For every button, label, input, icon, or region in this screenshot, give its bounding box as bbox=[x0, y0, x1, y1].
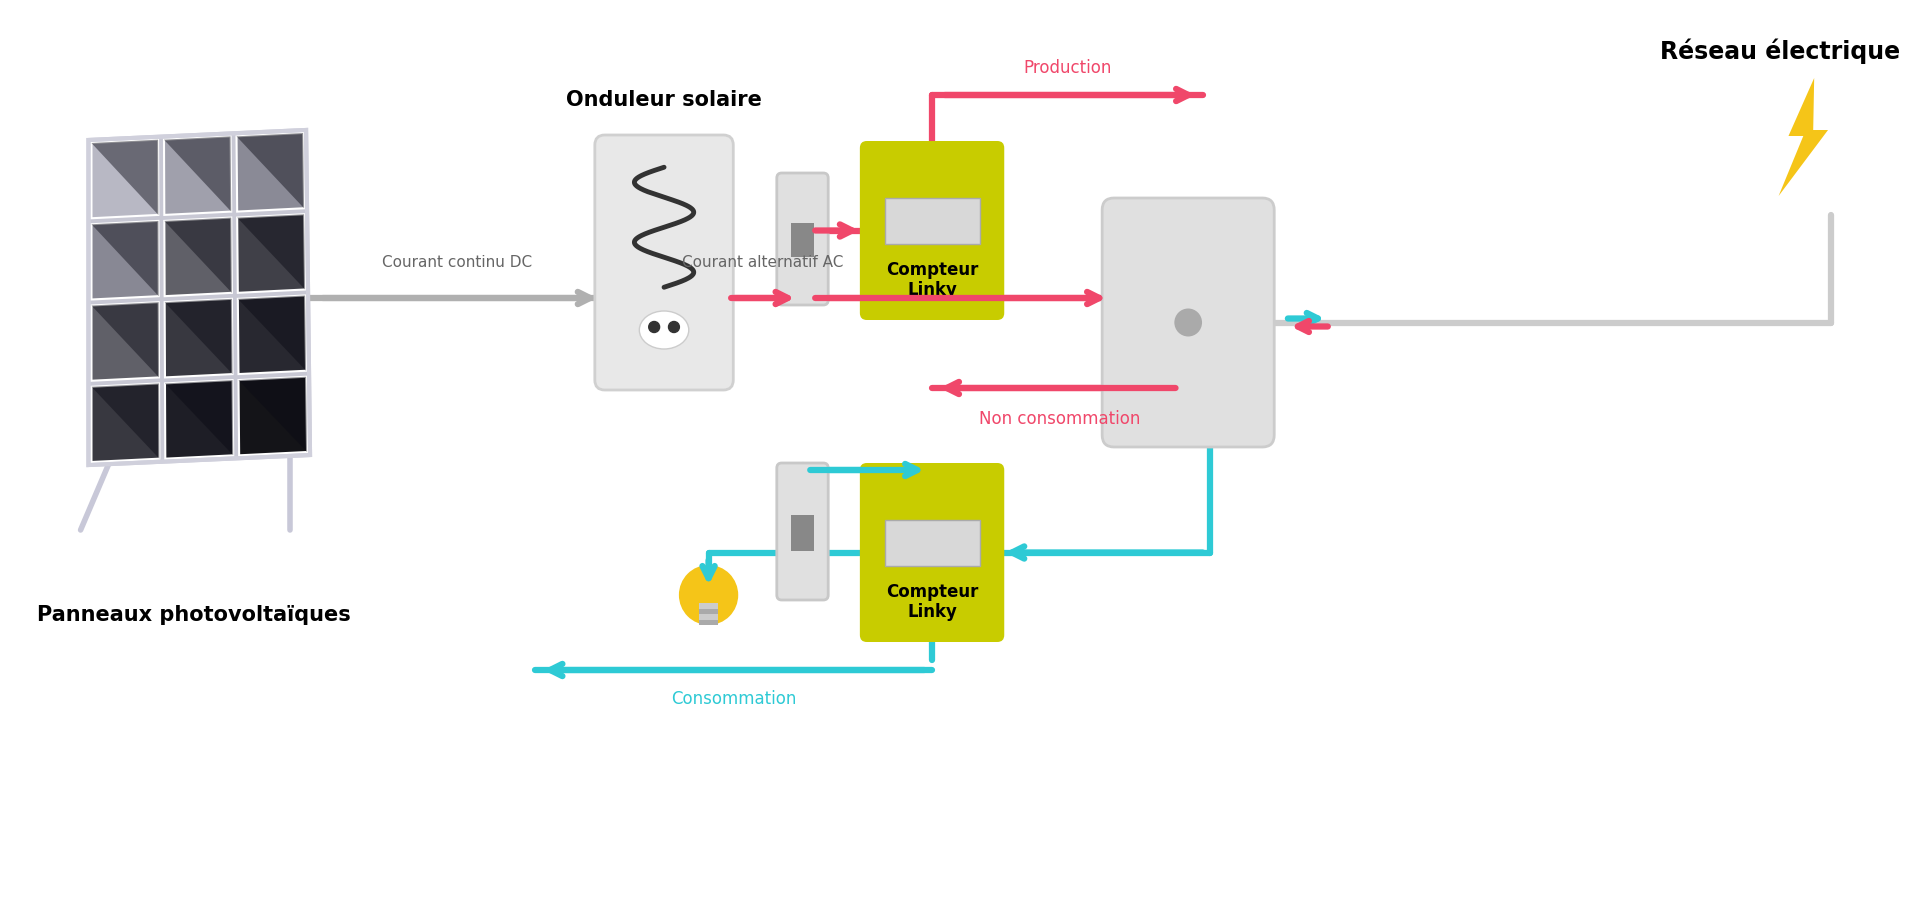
Polygon shape bbox=[236, 133, 303, 212]
Text: Courant continu DC: Courant continu DC bbox=[382, 255, 532, 270]
Polygon shape bbox=[92, 302, 159, 381]
Circle shape bbox=[680, 565, 737, 625]
Polygon shape bbox=[165, 299, 232, 377]
Polygon shape bbox=[236, 133, 303, 208]
Polygon shape bbox=[163, 136, 230, 215]
Polygon shape bbox=[165, 299, 232, 374]
Polygon shape bbox=[165, 380, 232, 459]
Polygon shape bbox=[238, 295, 305, 374]
Polygon shape bbox=[92, 140, 157, 215]
Circle shape bbox=[668, 321, 680, 332]
Circle shape bbox=[649, 321, 660, 332]
FancyBboxPatch shape bbox=[860, 141, 1004, 320]
Text: Panneaux photovoltaïques: Panneaux photovoltaïques bbox=[36, 605, 351, 625]
Polygon shape bbox=[165, 217, 232, 296]
Bar bbox=[885, 520, 979, 566]
Polygon shape bbox=[165, 217, 232, 293]
Polygon shape bbox=[238, 377, 307, 452]
Text: Onduleur solaire: Onduleur solaire bbox=[566, 90, 762, 110]
FancyBboxPatch shape bbox=[778, 463, 828, 600]
Polygon shape bbox=[92, 140, 157, 218]
Polygon shape bbox=[1778, 78, 1828, 196]
Bar bbox=[885, 198, 979, 243]
Polygon shape bbox=[238, 215, 305, 289]
Text: Courant alternatif AC: Courant alternatif AC bbox=[682, 255, 843, 270]
FancyBboxPatch shape bbox=[778, 173, 828, 305]
Text: Compteur
Linky: Compteur Linky bbox=[885, 583, 979, 621]
Text: Production: Production bbox=[1023, 59, 1112, 77]
Bar bbox=[791, 515, 814, 550]
Polygon shape bbox=[165, 380, 232, 455]
Polygon shape bbox=[92, 221, 159, 296]
Text: Réseau électrique: Réseau électrique bbox=[1661, 38, 1901, 64]
Polygon shape bbox=[163, 136, 230, 212]
FancyBboxPatch shape bbox=[595, 135, 733, 390]
Polygon shape bbox=[92, 383, 159, 462]
Bar bbox=[791, 223, 814, 258]
FancyBboxPatch shape bbox=[860, 463, 1004, 642]
Polygon shape bbox=[88, 130, 309, 465]
Text: Non consommation: Non consommation bbox=[979, 410, 1140, 428]
Polygon shape bbox=[92, 383, 159, 459]
Bar bbox=[699, 620, 718, 625]
Bar bbox=[699, 614, 718, 620]
Bar bbox=[699, 603, 718, 609]
Circle shape bbox=[1175, 309, 1202, 337]
Text: Consommation: Consommation bbox=[672, 690, 797, 708]
Polygon shape bbox=[238, 377, 307, 455]
Polygon shape bbox=[92, 221, 159, 300]
Polygon shape bbox=[92, 302, 159, 377]
Polygon shape bbox=[238, 215, 305, 293]
Bar bbox=[699, 609, 718, 614]
FancyBboxPatch shape bbox=[1102, 198, 1275, 447]
Ellipse shape bbox=[639, 311, 689, 349]
Polygon shape bbox=[238, 295, 305, 371]
Text: Compteur
Linky: Compteur Linky bbox=[885, 260, 979, 299]
